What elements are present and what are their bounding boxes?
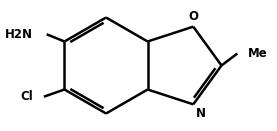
Text: Cl: Cl: [20, 90, 33, 103]
Text: H2N: H2N: [5, 28, 33, 41]
Text: N: N: [196, 107, 206, 120]
Text: O: O: [188, 10, 198, 23]
Text: Me: Me: [248, 47, 268, 60]
